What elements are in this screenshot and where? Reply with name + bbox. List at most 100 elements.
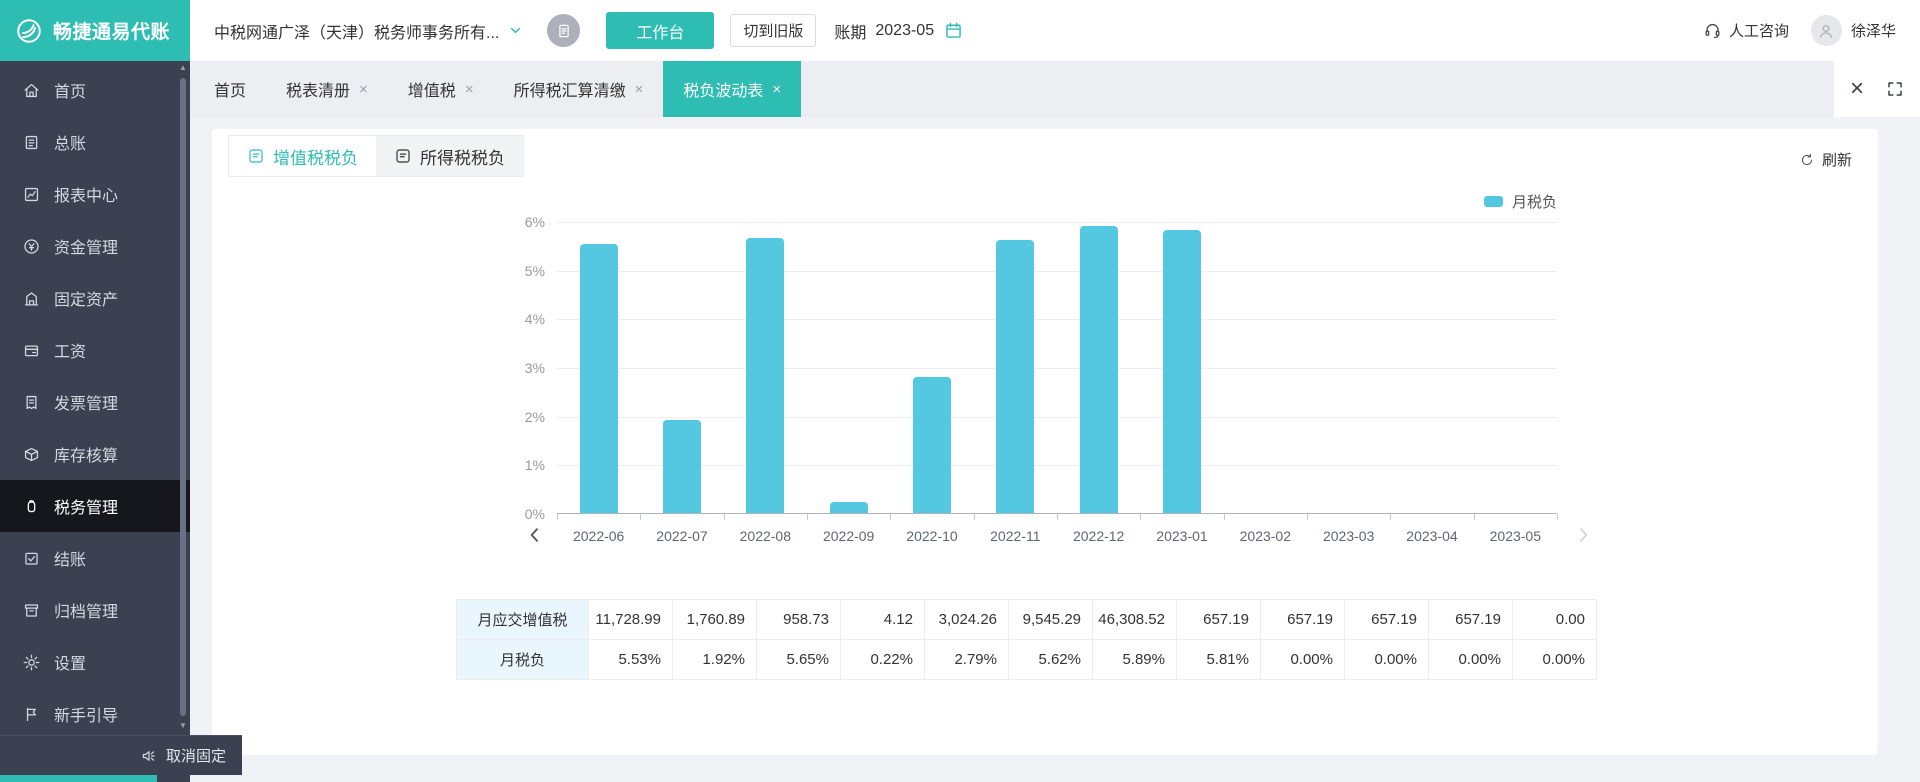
table-cell: 5.81% (1176, 639, 1261, 680)
company-name: 中税网通广泽（天津）税务师事务所有... (214, 24, 500, 42)
main-content: 增值税税负 所得税税负 刷新 月税负 (190, 117, 1920, 782)
sidebar-item-工资[interactable]: 工资 (0, 324, 190, 376)
x-axis-label: 2022-11 (990, 528, 1041, 544)
fullscreen-icon[interactable] (1886, 80, 1904, 98)
sidebar-item-label: 税务管理 (54, 500, 119, 517)
scrollbar-thumb[interactable] (180, 78, 186, 716)
scroll-up-icon[interactable]: ▲ (179, 63, 187, 72)
bar-2022-07[interactable] (663, 419, 701, 513)
table-cell: 5.62% (1008, 639, 1093, 680)
unpin-button[interactable]: 取消固定 (0, 735, 242, 775)
headset-icon (1703, 21, 1722, 40)
bar-2022-06[interactable] (579, 243, 618, 513)
table-cell: 657.19 (1344, 599, 1429, 640)
table-cell: 46,308.52 (1092, 599, 1177, 640)
y-axis-label: 5% (524, 263, 545, 279)
table-cell: 5.65% (756, 639, 841, 680)
bar-2022-08[interactable] (746, 238, 785, 513)
guide-icon (22, 705, 41, 724)
person-icon (1816, 21, 1836, 41)
notes-icon (555, 22, 573, 40)
sidebar-item-归档管理[interactable]: 归档管理 (0, 584, 190, 636)
bar-2022-10[interactable] (913, 377, 951, 513)
chevron-right-icon[interactable] (1573, 525, 1593, 545)
tab-税负波动表[interactable]: 税负波动表 × (663, 61, 802, 117)
company-selector[interactable]: 中税网通广泽（天津）税务师事务所有... (214, 19, 523, 43)
legend-swatch (1484, 196, 1503, 207)
table-cell: 657.19 (1428, 599, 1513, 640)
bar-2022-09[interactable] (829, 502, 868, 513)
sidebar-item-新手引导[interactable]: 新手引导 (0, 688, 190, 740)
bar-2022-11[interactable] (996, 239, 1035, 513)
tab-tools: × (1833, 61, 1920, 117)
gridline (557, 465, 1557, 466)
table-cell: 657.19 (1176, 599, 1261, 640)
settings-icon (22, 653, 41, 672)
chevron-left-icon[interactable] (525, 525, 545, 545)
topbar-right: 人工咨询 徐泽华 (1703, 15, 1896, 46)
sidebar-item-资金管理[interactable]: 资金管理 (0, 220, 190, 272)
sidebar-item-发票管理[interactable]: 发票管理 (0, 376, 190, 428)
tab-vat-burden[interactable]: 增值税税负 (229, 136, 376, 176)
close-icon[interactable]: × (1849, 75, 1864, 102)
notes-button[interactable] (547, 14, 581, 47)
bar-2023-01[interactable] (1163, 230, 1201, 513)
x-axis-label: 2022-06 (572, 528, 625, 544)
workbench-button[interactable]: 工作台 (606, 12, 715, 49)
period-value[interactable]: 2023-05 (875, 21, 935, 39)
table-cell: 9,545.29 (1008, 599, 1093, 640)
sidebar-item-label: 新手引导 (54, 708, 119, 725)
sidebar-item-结账[interactable]: 结账 (0, 532, 190, 584)
sidebar-item-label: 报表中心 (54, 188, 119, 205)
refresh-button[interactable]: 刷新 (1799, 149, 1852, 170)
y-axis-label: 0% (524, 506, 545, 522)
chart-legend[interactable]: 月税负 (1484, 191, 1557, 212)
avatar[interactable] (1810, 15, 1842, 46)
tab-close-icon[interactable]: × (634, 80, 644, 98)
tab-label: 税负波动表 (683, 83, 764, 100)
calendar-icon[interactable] (943, 20, 964, 41)
period-label: 账期 (834, 24, 867, 42)
row-label: 月税负 (456, 639, 589, 680)
tab-income-tax-burden[interactable]: 所得税税负 (376, 136, 523, 176)
tab-close-icon[interactable]: × (464, 80, 474, 98)
table-cell: 958.73 (756, 599, 841, 640)
income-badge-icon (394, 147, 412, 165)
support-button[interactable]: 人工咨询 (1703, 20, 1789, 41)
username[interactable]: 徐泽华 (1850, 23, 1896, 40)
tab-增值税[interactable]: 增值税 × (388, 61, 494, 117)
x-axis-tick (1557, 514, 1558, 520)
x-axis-tick (1224, 514, 1225, 520)
sidebar-item-总账[interactable]: 总账 (0, 116, 190, 168)
app-logo[interactable]: 畅捷通易代账 (0, 0, 190, 61)
y-axis-label: 2% (524, 409, 545, 425)
sidebar-item-label: 设置 (54, 656, 87, 673)
tab-所得税汇算清缴[interactable]: 所得税汇算清缴 × (494, 61, 664, 117)
x-axis-label: 2023-05 (1489, 528, 1542, 544)
tab-close-icon[interactable]: × (359, 80, 368, 98)
tax-icon (22, 497, 41, 516)
x-axis-label: 2022-08 (739, 528, 792, 544)
tab-税表清册[interactable]: 税表清册 × (266, 61, 388, 117)
sidebar-item-label: 结账 (54, 552, 87, 569)
sidebar-item-库存核算[interactable]: 库存核算 (0, 428, 190, 480)
sidebar-item-固定资产[interactable]: 固定资产 (0, 272, 190, 324)
row-label: 月应交增值税 (456, 599, 589, 640)
switch-old-version-button[interactable]: 切到旧版 (730, 14, 817, 47)
sidebar-item-label: 归档管理 (54, 604, 119, 621)
sidebar-item-label: 总账 (54, 136, 87, 153)
sidebar-item-设置[interactable]: 设置 (0, 636, 190, 688)
scroll-down-icon[interactable]: ▼ (179, 721, 187, 730)
x-axis-label: 2022-12 (1072, 528, 1125, 544)
sidebar-scrollbar[interactable]: ▲ ▼ (177, 62, 189, 732)
sidebar-item-报表中心[interactable]: 报表中心 (0, 168, 190, 220)
bar-2022-12[interactable] (1079, 226, 1118, 513)
table-cell: 4.12 (840, 599, 925, 640)
tab-close-icon[interactable]: × (772, 80, 782, 98)
x-axis-tick (724, 514, 725, 520)
data-table: 月应交增值税 11,728.99 1,760.89 958.73 4.12 3,024.2… (456, 599, 1597, 680)
sidebar-item-税务管理[interactable]: 税务管理 (0, 480, 190, 532)
tab-首页[interactable]: 首页 (194, 61, 266, 117)
sidebar-item-首页[interactable]: 首页 (0, 64, 190, 116)
table-cell: 0.00% (1428, 639, 1513, 680)
